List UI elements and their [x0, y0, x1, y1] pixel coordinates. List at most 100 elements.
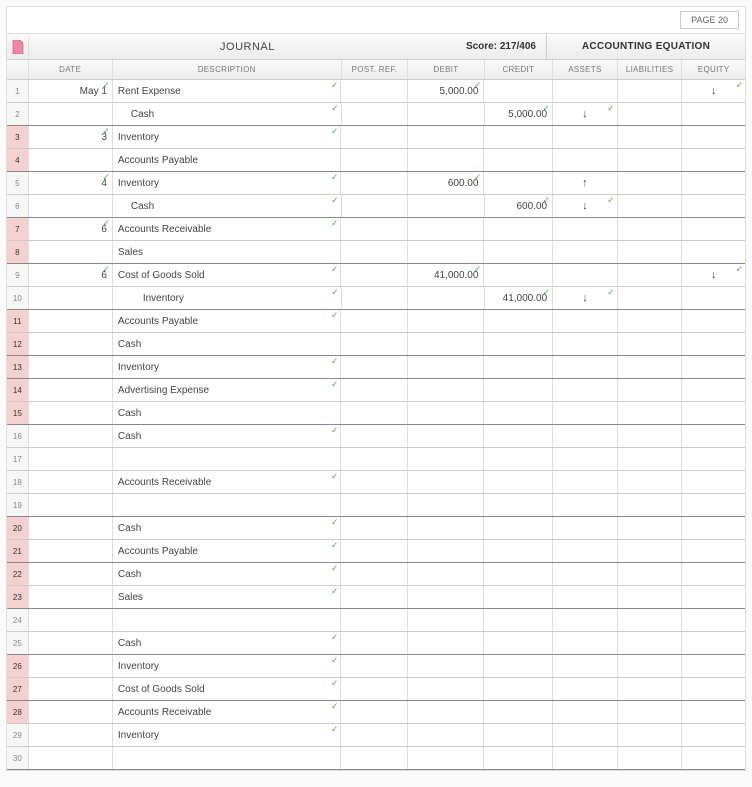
credit-cell[interactable] — [484, 425, 553, 447]
postref-cell[interactable] — [341, 517, 408, 539]
credit-cell[interactable] — [484, 563, 553, 585]
date-cell[interactable] — [29, 448, 113, 470]
date-cell[interactable] — [29, 494, 113, 516]
postref-cell[interactable] — [341, 471, 408, 493]
postref-cell[interactable] — [341, 172, 408, 194]
credit-cell[interactable] — [484, 494, 553, 516]
liabilities-cell[interactable] — [618, 586, 683, 608]
liabilities-cell[interactable] — [618, 448, 683, 470]
description-cell[interactable]: Cash✓ — [113, 195, 342, 217]
date-cell[interactable] — [29, 609, 113, 631]
debit-cell[interactable] — [408, 126, 484, 148]
date-cell[interactable] — [29, 287, 113, 309]
assets-cell[interactable] — [553, 149, 618, 171]
description-cell[interactable]: Accounts Payable✓ — [113, 310, 342, 332]
postref-cell[interactable] — [341, 80, 408, 102]
equity-cell[interactable] — [682, 126, 745, 148]
liabilities-cell[interactable] — [618, 379, 683, 401]
liabilities-cell[interactable] — [618, 218, 683, 240]
credit-cell[interactable] — [484, 540, 553, 562]
date-cell[interactable] — [29, 655, 113, 677]
equity-cell[interactable] — [682, 241, 745, 263]
date-cell[interactable]: 4✓ — [29, 172, 113, 194]
liabilities-cell[interactable] — [618, 103, 683, 125]
assets-cell[interactable] — [553, 517, 618, 539]
equity-cell[interactable] — [682, 402, 745, 424]
debit-cell[interactable] — [408, 425, 484, 447]
debit-cell[interactable] — [408, 218, 484, 240]
debit-cell[interactable] — [408, 471, 484, 493]
debit-cell[interactable] — [408, 379, 484, 401]
postref-cell[interactable] — [341, 425, 408, 447]
assets-cell[interactable] — [553, 402, 618, 424]
liabilities-cell[interactable] — [618, 494, 683, 516]
equity-cell[interactable] — [682, 609, 745, 631]
postref-cell[interactable] — [341, 747, 408, 769]
assets-cell[interactable] — [553, 356, 618, 378]
description-cell[interactable]: Advertising Expense✓ — [113, 379, 342, 401]
description-cell[interactable]: Inventory✓ — [113, 126, 342, 148]
postref-cell[interactable] — [341, 563, 408, 585]
description-cell[interactable]: Accounts Receivable✓ — [113, 471, 342, 493]
credit-cell[interactable] — [484, 218, 553, 240]
liabilities-cell[interactable] — [618, 356, 683, 378]
debit-cell[interactable] — [408, 402, 484, 424]
liabilities-cell[interactable] — [618, 195, 683, 217]
date-cell[interactable] — [29, 517, 113, 539]
credit-cell[interactable] — [484, 241, 553, 263]
liabilities-cell[interactable] — [618, 632, 683, 654]
description-cell[interactable]: Cash✓ — [113, 425, 342, 447]
debit-cell[interactable] — [408, 724, 484, 746]
assets-cell[interactable] — [553, 241, 618, 263]
description-cell[interactable]: Rent Expense✓ — [113, 80, 342, 102]
liabilities-cell[interactable] — [618, 655, 683, 677]
assets-cell[interactable] — [553, 609, 618, 631]
date-cell[interactable] — [29, 195, 113, 217]
debit-cell[interactable] — [408, 195, 484, 217]
equity-cell[interactable] — [682, 632, 745, 654]
date-cell[interactable] — [29, 724, 113, 746]
description-cell[interactable]: Inventory✓ — [113, 356, 342, 378]
date-cell[interactable] — [29, 379, 113, 401]
equity-cell[interactable] — [682, 586, 745, 608]
equity-cell[interactable] — [682, 678, 745, 700]
description-cell[interactable]: Cash✓ — [113, 103, 342, 125]
credit-cell[interactable] — [484, 678, 553, 700]
equity-cell[interactable] — [682, 517, 745, 539]
liabilities-cell[interactable] — [618, 471, 683, 493]
assets-cell[interactable] — [553, 471, 618, 493]
debit-cell[interactable] — [408, 241, 484, 263]
liabilities-cell[interactable] — [618, 241, 683, 263]
debit-cell[interactable] — [408, 149, 484, 171]
equity-cell[interactable]: ↓✓ — [682, 264, 745, 286]
postref-cell[interactable] — [341, 126, 408, 148]
equity-cell[interactable] — [682, 218, 745, 240]
description-cell[interactable]: Sales — [113, 241, 342, 263]
description-cell[interactable]: Cash✓ — [113, 563, 342, 585]
credit-cell[interactable] — [484, 632, 553, 654]
credit-cell[interactable] — [484, 586, 553, 608]
date-cell[interactable] — [29, 333, 113, 355]
date-cell[interactable]: May 1✓ — [29, 80, 113, 102]
postref-cell[interactable] — [341, 310, 408, 332]
debit-cell[interactable] — [408, 103, 484, 125]
description-cell[interactable]: Cash — [113, 402, 342, 424]
assets-cell[interactable]: ↓✓ — [553, 287, 618, 309]
liabilities-cell[interactable] — [618, 701, 683, 723]
date-cell[interactable] — [29, 747, 113, 769]
credit-cell[interactable] — [484, 356, 553, 378]
date-cell[interactable] — [29, 149, 113, 171]
assets-cell[interactable] — [553, 126, 618, 148]
equity-cell[interactable] — [682, 494, 745, 516]
postref-cell[interactable] — [341, 609, 408, 631]
assets-cell[interactable] — [553, 218, 618, 240]
equity-cell[interactable] — [682, 747, 745, 769]
credit-cell[interactable] — [484, 333, 553, 355]
credit-cell[interactable] — [484, 517, 553, 539]
assets-cell[interactable]: ↓✓ — [553, 103, 618, 125]
credit-cell[interactable] — [484, 310, 553, 332]
credit-cell[interactable] — [484, 126, 553, 148]
liabilities-cell[interactable] — [618, 149, 683, 171]
description-cell[interactable]: Inventory✓ — [113, 172, 342, 194]
credit-cell[interactable]: 600.00✓ — [485, 195, 554, 217]
